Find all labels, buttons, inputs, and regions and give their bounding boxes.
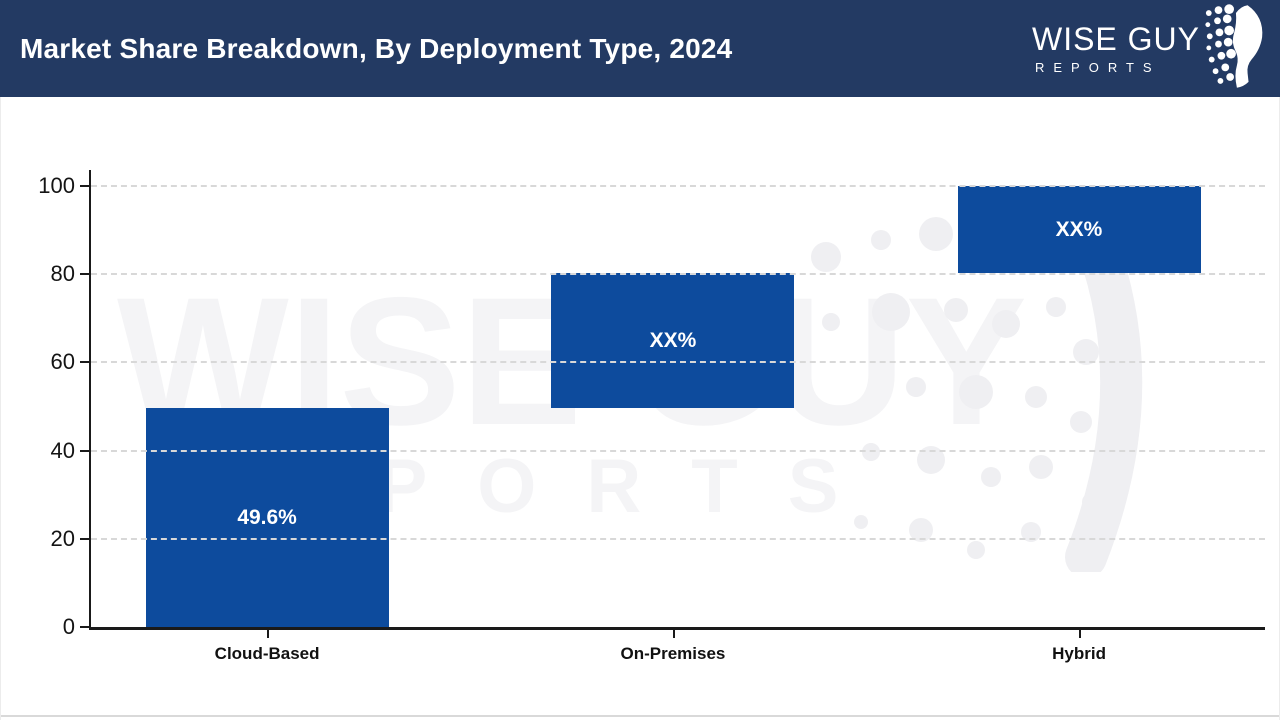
wiseguy-logo: WISE GUY REPORTS [1032,3,1266,94]
plot-area: 49.6% XX% XX% 0 20 40 60 80 100 Cloud-Based On-Pre… [38,170,1265,663]
y-tick-mark [80,626,89,628]
gridline [91,184,1265,187]
y-tick-mark [80,273,89,276]
header-bar: Market Share Breakdown, By Deployment Ty… [0,0,1280,97]
gridline [91,273,1265,276]
y-tick-label: 20 [50,525,75,551]
y-tick-label: 100 [38,172,75,198]
gridline [91,537,1265,540]
logo-name: WISE GUY [1031,20,1200,57]
bar-on-premises: XX% [551,273,795,409]
y-tick-mark [80,184,89,187]
gridline [91,449,1265,452]
x-tick-mark [1079,630,1082,638]
logo-text: WISE GUY REPORTS [1032,23,1200,75]
logo-tagline: REPORTS [1034,59,1161,75]
y-tick-mark [80,361,89,364]
y-tick-label: 0 [62,614,75,639]
x-axis-label-hybrid: Hybrid [1052,644,1106,663]
bar-value-label: XX% [1055,217,1103,241]
y-tick-label: 40 [50,437,75,463]
chart-region: WISE GUY REPORTS 49.6% XX% XX% 0 20 40 60 80 100… [0,97,1280,720]
bar-hybrid: XX% [957,185,1201,274]
bar-value-label: 49.6% [237,505,297,529]
y-tick-mark [80,537,89,540]
wiseguy-face-icon [1202,3,1266,94]
gridline [91,361,1265,364]
x-axis-label-on-premises: On-Premises [620,644,726,663]
bar-value-label: XX% [649,328,697,352]
y-tick-label: 60 [50,349,75,375]
bar-cloud-based: 49.6% [145,408,389,627]
x-tick-mark [672,630,675,638]
y-tick-mark [80,449,89,452]
bottom-hairline [1,715,1279,717]
x-axis-label-cloud-based: Cloud-Based [214,644,320,663]
y-tick-label: 80 [50,261,75,287]
x-tick-mark [267,630,270,638]
page-title: Market Share Breakdown, By Deployment Ty… [20,32,733,64]
